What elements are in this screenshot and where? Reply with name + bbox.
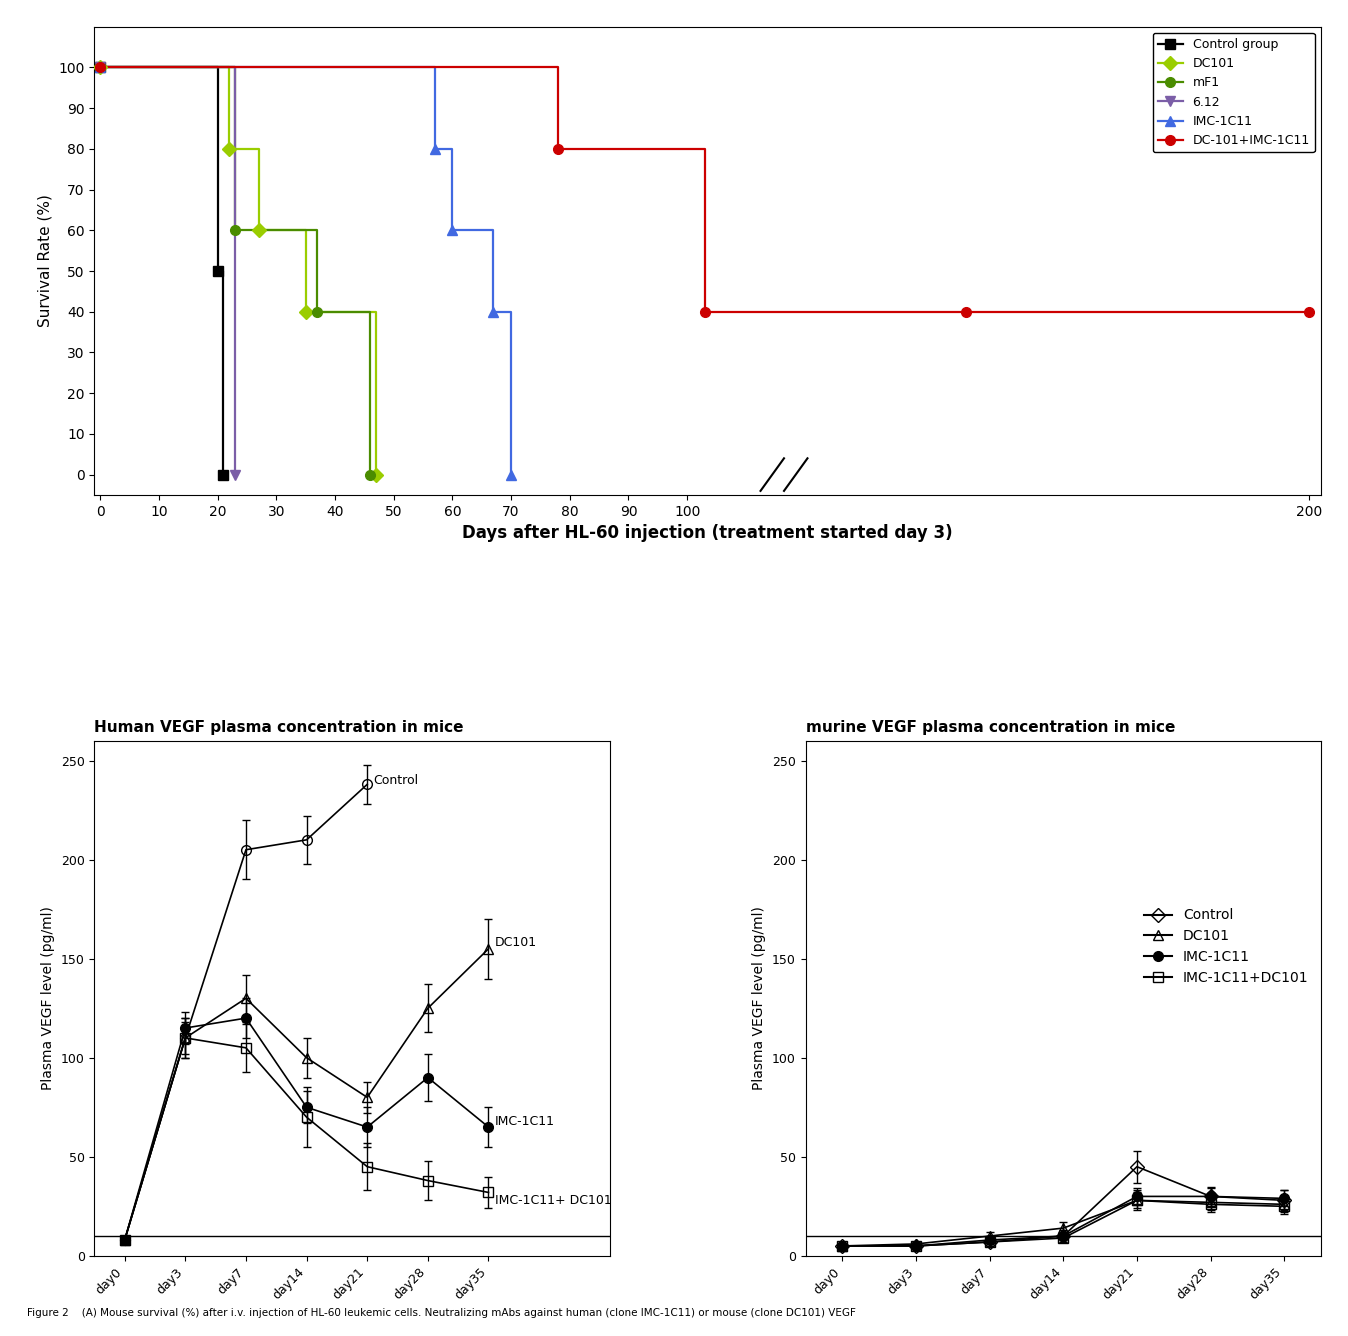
Y-axis label: Survival Rate (%): Survival Rate (%) — [38, 195, 53, 327]
Text: IMC-1C11: IMC-1C11 — [495, 1114, 554, 1128]
Text: Human VEGF plasma concentration in mice: Human VEGF plasma concentration in mice — [94, 720, 464, 735]
Legend: Control group, DC101, mF1, 6.12, IMC-1C11, DC-101+IMC-1C11: Control group, DC101, mF1, 6.12, IMC-1C1… — [1153, 33, 1314, 152]
Text: Control: Control — [373, 774, 418, 787]
Text: IMC-1C11+ DC101: IMC-1C11+ DC101 — [495, 1194, 611, 1206]
X-axis label: Days after HL-60 injection (treatment started day 3): Days after HL-60 injection (treatment st… — [462, 524, 953, 542]
Y-axis label: Plasma VEGF level (pg/ml): Plasma VEGF level (pg/ml) — [42, 906, 55, 1090]
Legend: Control, DC101, IMC-1C11, IMC-1C11+DC101: Control, DC101, IMC-1C11, IMC-1C11+DC101 — [1139, 903, 1314, 991]
Y-axis label: Plasma VEGF level (pg/ml): Plasma VEGF level (pg/ml) — [752, 906, 767, 1090]
Text: Figure 2    (A) Mouse survival (%) after i.v. injection of HL-60 leukemic cells.: Figure 2 (A) Mouse survival (%) after i.… — [27, 1308, 856, 1317]
Text: murine VEGF plasma concentration in mice: murine VEGF plasma concentration in mice — [806, 720, 1175, 735]
Text: DC101: DC101 — [495, 937, 537, 950]
